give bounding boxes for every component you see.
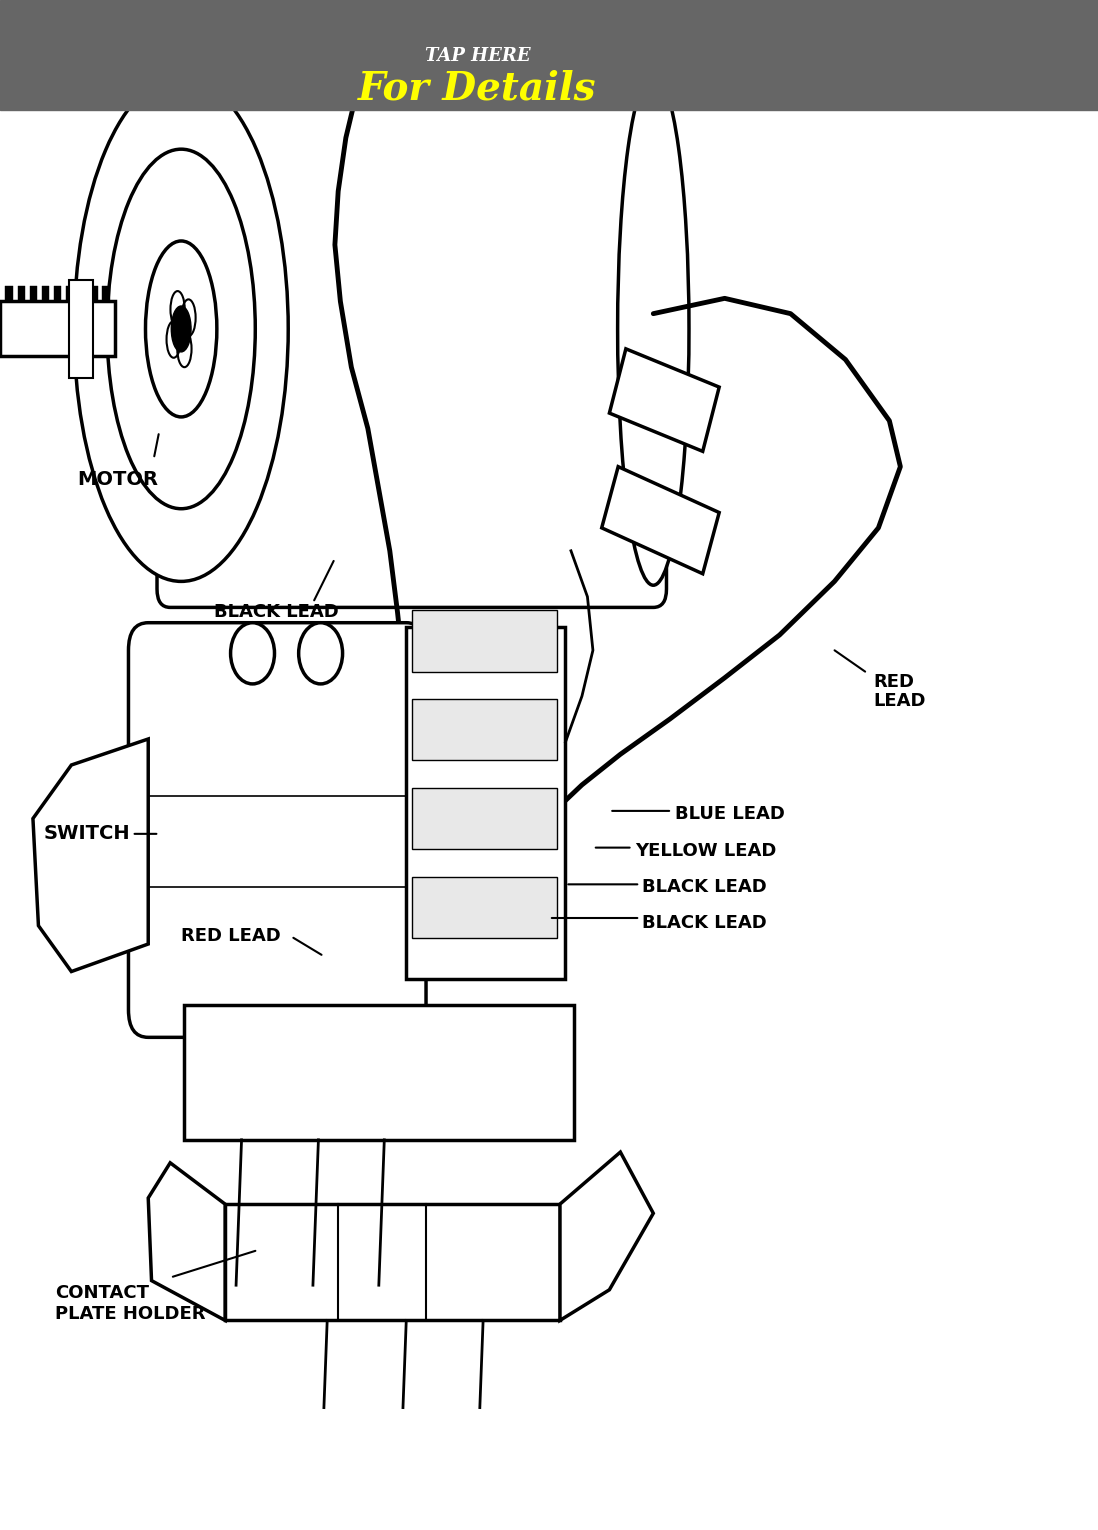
Bar [66,286,74,301]
Text: RED LEAD: RED LEAD [181,927,281,946]
FancyBboxPatch shape [128,623,426,1037]
Bar [302,15,417,92]
Text: For Details: For Details [358,70,597,107]
Ellipse shape [145,242,217,418]
Text: TAP HERE: TAP HERE [425,47,530,64]
Bar [412,877,557,938]
Text: BLUE LEAD: BLUE LEAD [675,805,785,823]
Bar [18,286,25,301]
Bar [412,610,557,672]
Ellipse shape [108,150,255,508]
Bar [412,788,557,849]
Bar [102,286,110,301]
Polygon shape [602,467,719,574]
Text: SWITCH: SWITCH [44,825,131,843]
Ellipse shape [75,76,288,581]
Bar [5,286,13,301]
Polygon shape [609,349,719,451]
Bar [412,699,557,760]
Text: BLACK LEAD: BLACK LEAD [214,603,339,621]
Polygon shape [148,1163,225,1320]
Bar [30,286,37,301]
Bar [0,0,1098,110]
FancyBboxPatch shape [0,301,115,356]
Text: YELLOW LEAD: YELLOW LEAD [635,842,776,860]
Bar [225,1204,560,1320]
Text: CONTACT
PLATE HOLDER: CONTACT PLATE HOLDER [55,1284,205,1323]
Polygon shape [560,1152,653,1320]
Bar [406,627,565,979]
Text: BLACK LEAD: BLACK LEAD [642,878,768,897]
Bar [69,280,93,378]
Ellipse shape [171,306,191,352]
Ellipse shape [617,72,690,586]
Bar [78,286,86,301]
Circle shape [231,623,274,684]
Circle shape [299,623,343,684]
Bar [54,286,61,301]
Text: MOTOR: MOTOR [77,470,158,488]
Bar [90,286,98,301]
Bar [42,286,49,301]
Bar [456,15,560,92]
Polygon shape [33,739,148,972]
FancyBboxPatch shape [157,50,666,607]
Text: BLACK LEAD: BLACK LEAD [642,913,768,932]
Bar [184,1005,574,1140]
Text: RED
LEAD: RED LEAD [873,673,926,710]
